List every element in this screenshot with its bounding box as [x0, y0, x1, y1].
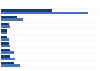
- Bar: [1, 58, 15, 60]
- Bar: [1, 36, 7, 38]
- Bar: [1, 16, 17, 18]
- Bar: [1, 32, 7, 34]
- Bar: [1, 51, 14, 54]
- Bar: [1, 45, 10, 47]
- Bar: [1, 38, 9, 41]
- Bar: [1, 49, 10, 51]
- Bar: [1, 25, 10, 28]
- Bar: [1, 42, 9, 45]
- Bar: [1, 23, 9, 25]
- Bar: [1, 18, 23, 21]
- Bar: [1, 55, 10, 58]
- Bar: [1, 12, 88, 14]
- Bar: [1, 29, 7, 32]
- Bar: [1, 64, 20, 67]
- Bar: [1, 62, 14, 64]
- Bar: [1, 9, 52, 12]
